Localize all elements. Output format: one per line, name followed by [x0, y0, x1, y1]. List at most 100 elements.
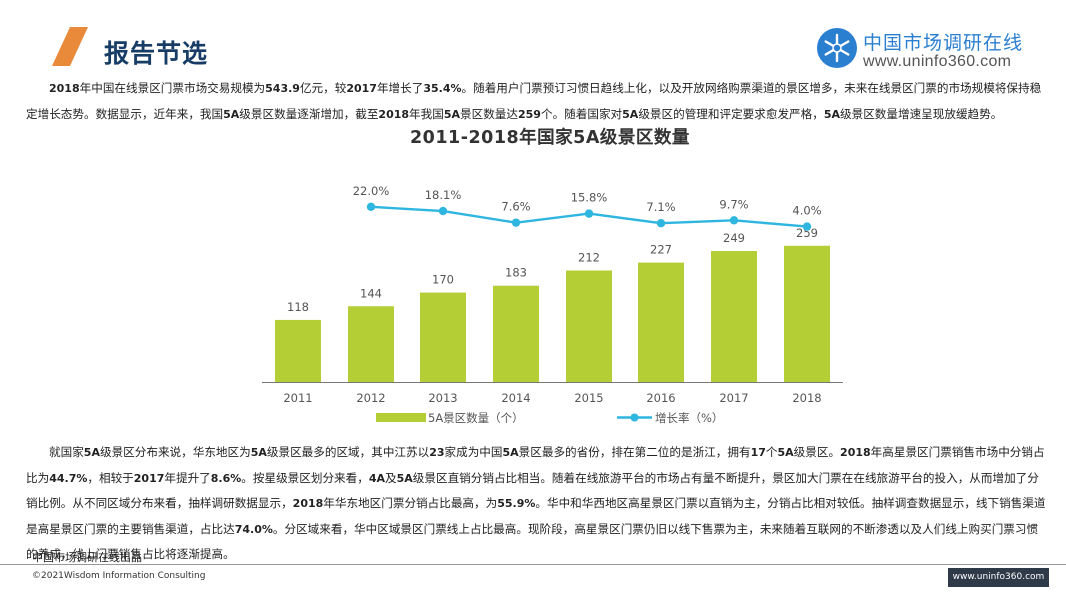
analysis-paragraph: 就国家5A级景区分布来说，华东地区为5A级景区最多的区域，其中江苏以23家成为中…	[26, 440, 1046, 568]
growth-rate-label: 7.1%	[646, 200, 675, 214]
highlight-value: 8.6%	[210, 471, 242, 485]
bar-value-label: 212	[578, 250, 600, 264]
highlight-value: 4A	[368, 471, 386, 485]
highlight-value: 5A	[777, 446, 794, 459]
highlight-value: 5A	[250, 446, 267, 459]
growth-rate-point	[511, 218, 521, 227]
bar-2011	[275, 319, 321, 382]
bar-2016	[638, 262, 684, 382]
footer-divider	[0, 564, 1066, 565]
bar-2012	[348, 306, 394, 382]
copyright-text: ©2021Wisdom Information Consulting	[32, 571, 206, 581]
brand-logo: 中国市场调研在线 www.uninfo360.com	[815, 26, 1055, 76]
text-segment: 。按星级景区划分来看，	[241, 470, 369, 485]
legend-bar-swatch	[376, 413, 426, 422]
bar-value-label: 249	[723, 231, 745, 245]
growth-rate-point	[584, 209, 594, 218]
text-segment: 及	[385, 470, 397, 485]
highlight-value: 5A	[622, 107, 639, 121]
x-tick-label: 2011	[283, 391, 312, 405]
highlight-value: 17	[750, 446, 766, 459]
highlight-value: 2017	[346, 82, 377, 95]
x-tick-label: 2015	[574, 391, 603, 405]
x-tick-label: 2012	[356, 391, 385, 405]
bar-value-label: 118	[287, 300, 309, 314]
highlight-value: 44.7%	[49, 471, 88, 485]
highlight-value: 5A	[443, 107, 461, 121]
highlight-value: 543.9	[265, 82, 300, 95]
highlight-value: 5A	[83, 446, 100, 459]
bar-value-label: 183	[505, 266, 527, 280]
text-segment: 年华东地区门票分销占比最高，为	[323, 496, 498, 510]
text-segment: 个	[765, 445, 778, 459]
website-link[interactable]: www.uninfo360.com	[948, 568, 1049, 587]
text-segment: 。随着用户门票预订习惯日趋线上化，以及开放网络购票渠道的景区增多，未来在线景区门…	[26, 81, 1042, 121]
highlight-value: 35.4%	[423, 82, 462, 95]
text-segment: 。华中和华西地区高星景区门票以直销为主，分销占比相对较低。抽样调查数据显示，线下…	[26, 496, 1046, 536]
text-segment: 年提升了	[164, 470, 211, 485]
text-segment: 就国家	[49, 445, 84, 459]
text-segment: 级景区分布来说，华东地区为	[99, 445, 251, 459]
legend-bar-label: 5A景区数量（个）	[428, 411, 524, 425]
highlight-value: 2018	[49, 82, 80, 95]
highlight-value: 74.0%	[234, 522, 273, 536]
growth-rate-point	[438, 206, 448, 216]
highlight-value: 5A	[223, 107, 240, 121]
x-tick-label: 2017	[719, 391, 748, 405]
bar-2015	[566, 270, 612, 382]
text-segment: 年我国	[409, 106, 444, 121]
chart-title: 2011-2018年国家5A级景区数量	[410, 128, 690, 148]
growth-rate-point	[366, 202, 376, 211]
intro-paragraph: 2018年中国在线景区门票市场交易规模为543.9亿元，较2017年增长了35.…	[26, 76, 1046, 127]
growth-rate-label: 4.0%	[792, 204, 821, 218]
highlight-value: 55.9%	[497, 497, 536, 510]
highlight-value: 5A	[823, 107, 840, 121]
bar-value-label: 144	[360, 286, 382, 300]
highlight-value: 2017	[133, 471, 165, 485]
text-segment: 家成为中国	[444, 445, 503, 459]
x-tick-label: 2014	[501, 391, 530, 405]
bar-value-label: 170	[432, 273, 454, 287]
text-segment: 景区最多的省份，排在第二位的是浙江，拥有	[518, 445, 751, 459]
brand-name: 中国市场调研在线	[863, 32, 1024, 54]
growth-rate-label: 15.8%	[571, 191, 608, 205]
snowflake-logo-icon	[817, 28, 857, 68]
legend-line-label: 增长率（%）	[655, 411, 723, 425]
highlight-value: 5A	[396, 471, 413, 485]
highlight-value: 259	[518, 107, 541, 121]
text-segment: 级景区数量增速呈现放缓趋势。	[840, 106, 1003, 121]
text-segment: 级景区最多的区域，其中江苏以	[266, 445, 430, 459]
highlight-value: 23	[429, 446, 445, 459]
growth-rate-label: 18.1%	[425, 188, 462, 202]
growth-rate-label: 22.0%	[353, 184, 390, 198]
text-segment: 年高星景区门票销售市场中分销占比为	[26, 445, 1045, 485]
text-segment: 级景区直销分销占比相当。随着在线旅游平台的市场占有量不断提升，景区加大门票在在线…	[26, 470, 1039, 511]
growth-rate-point	[729, 216, 739, 225]
text-segment: 级景区。	[793, 445, 841, 459]
highlight-value: 2018	[378, 107, 410, 121]
x-tick-label: 2013	[428, 391, 457, 405]
text-segment: 级景区的管理和评定要求愈发严格，	[638, 106, 824, 121]
bar-2018	[784, 245, 830, 382]
text-segment: 年增长了	[376, 81, 424, 95]
x-tick-label: 2016	[646, 391, 675, 405]
growth-rate-point	[802, 222, 812, 231]
text-segment: 亿元，较	[299, 81, 347, 95]
publisher-label: 中国市场调研在线出品	[32, 551, 142, 564]
text-segment: 。分区域来看，华中区域景区门票线上占比最高。现阶段，高星景区门票仍旧以线下售票为…	[26, 521, 1039, 562]
text-segment: 景区数量达	[460, 106, 518, 121]
text-segment: ，相较于	[87, 470, 134, 485]
highlight-value: 2018	[840, 446, 871, 459]
x-tick-label: 2018	[792, 391, 821, 405]
text-segment: 年中国在线景区门票市场交易规模为	[79, 81, 266, 95]
growth-rate-point	[656, 218, 666, 228]
bar-2017	[711, 251, 757, 382]
page-title: 报告节选	[104, 39, 209, 68]
bar-2013	[420, 292, 466, 382]
highlight-value: 2018	[292, 497, 324, 510]
text-segment: 级景区数量逐渐增加，截至	[239, 106, 379, 121]
growth-rate-label: 7.6%	[501, 200, 530, 214]
brand-url: www.uninfo360.com	[863, 53, 1012, 70]
bar-value-label: 259	[796, 226, 818, 240]
